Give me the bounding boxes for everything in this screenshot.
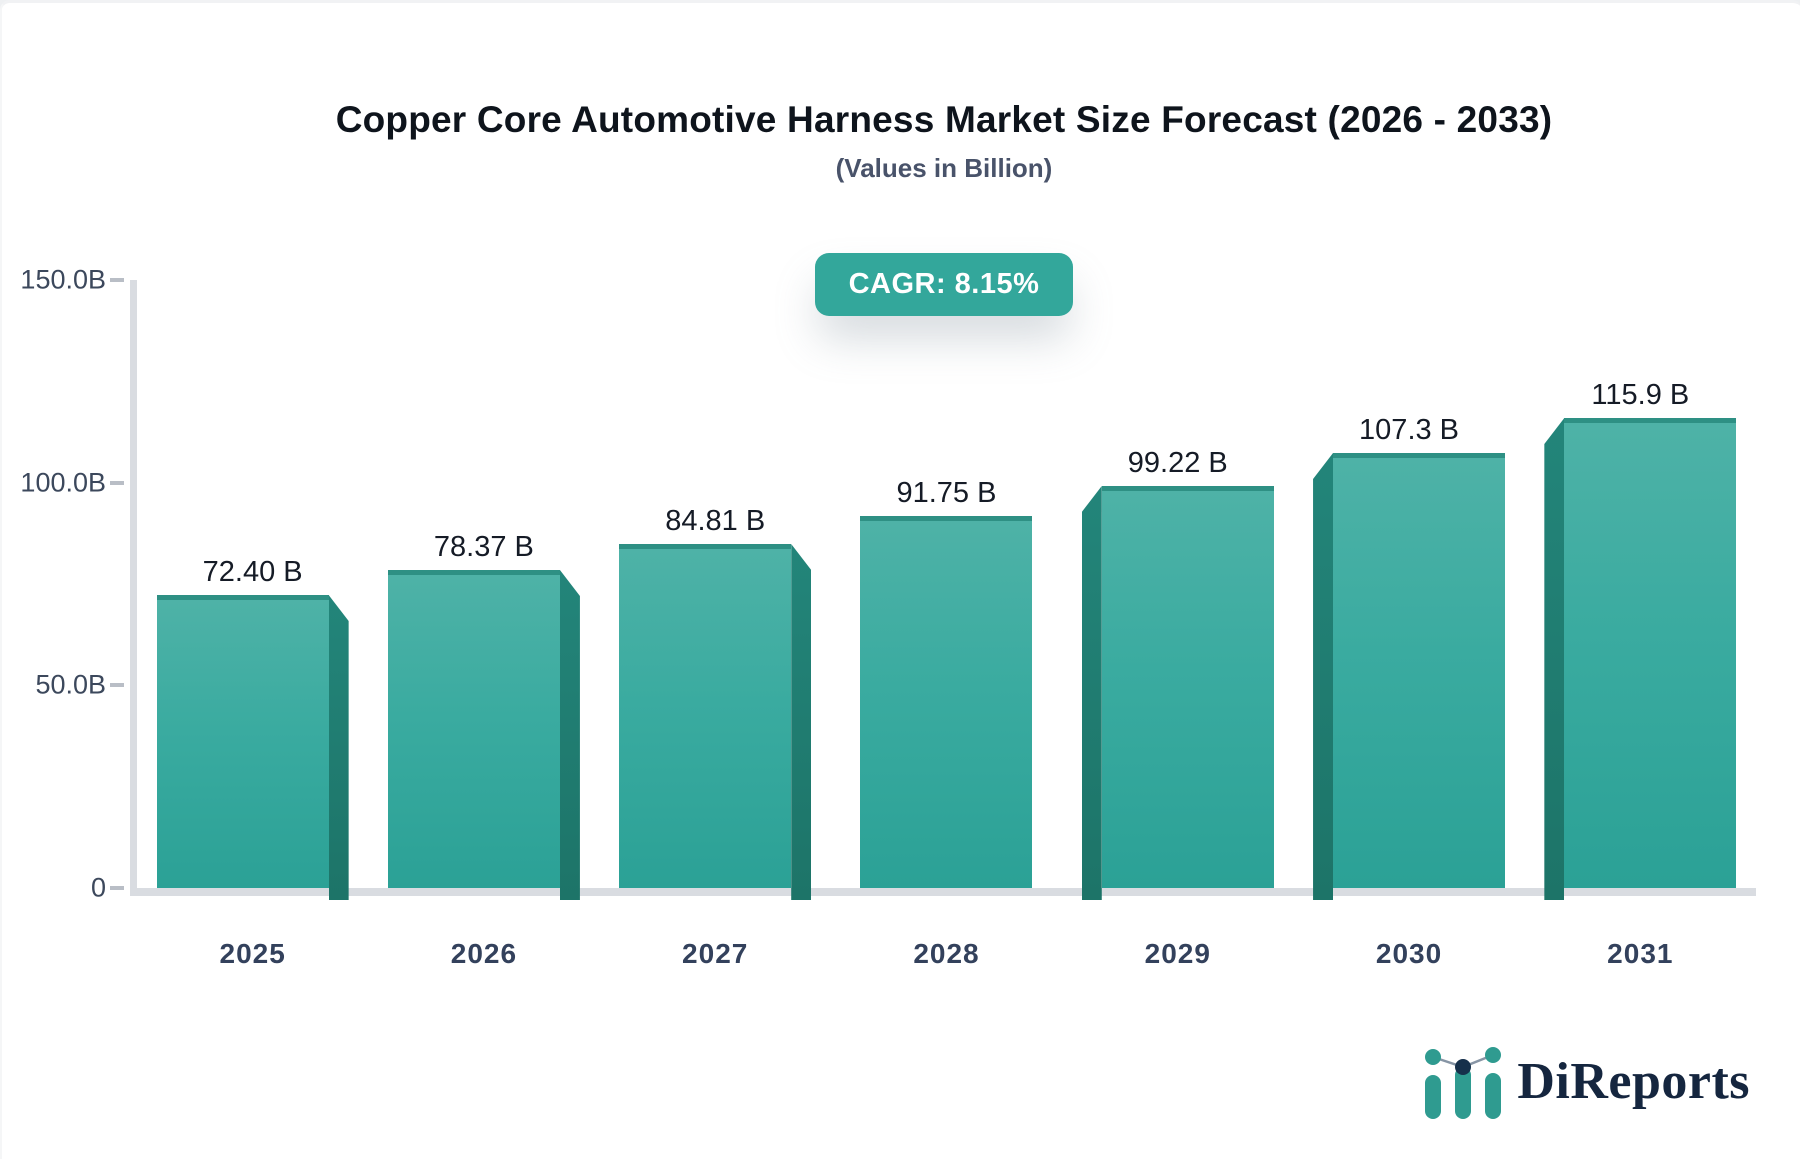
bar[interactable] xyxy=(156,595,349,900)
x-axis-label: 2028 xyxy=(913,938,980,969)
bar-face xyxy=(156,595,329,888)
bar-column: 78.37 B 2026 xyxy=(368,280,599,969)
x-axis-label: 2030 xyxy=(1375,938,1443,969)
x-axis-label: 2031 xyxy=(1607,938,1674,969)
bar-value-label: 78.37 B xyxy=(433,531,534,563)
x-axis-label: 2025 xyxy=(219,938,286,969)
y-axis-tick-label: 100.0B xyxy=(20,467,106,498)
cagr-badge: CAGR: 8.15% xyxy=(814,253,1074,316)
x-axis-label: 2027 xyxy=(682,938,749,969)
bar-face xyxy=(1333,453,1506,888)
bar-face xyxy=(387,570,560,888)
bar-value-label: 99.22 B xyxy=(1127,447,1228,479)
bar[interactable] xyxy=(619,544,812,900)
bar[interactable] xyxy=(1081,486,1274,900)
bar[interactable] xyxy=(1313,453,1506,900)
bar-face xyxy=(619,544,792,888)
bar-column: 99.22 B 2029 xyxy=(1062,280,1293,969)
x-axis-line xyxy=(130,888,1756,896)
bar-column: 91.75 B 2028 xyxy=(831,280,1062,969)
x-axis-label: 2026 xyxy=(450,938,518,969)
bar-face xyxy=(1101,486,1274,888)
bar-face xyxy=(1564,418,1737,888)
chart-subtitle: (Values in Billion) xyxy=(835,153,1053,183)
y-axis-tick-label: 50.0B xyxy=(35,669,106,700)
x-axis-label: 2029 xyxy=(1144,938,1211,969)
bar[interactable] xyxy=(387,570,580,900)
bar-3d-side xyxy=(791,544,812,900)
bar-value-label: 84.81 B xyxy=(665,505,766,537)
bar-value-label: 115.9 B xyxy=(1591,379,1690,411)
bar-3d-side xyxy=(328,595,349,900)
y-axis-line xyxy=(130,280,137,896)
chart-title: Copper Core Automotive Harness Market Si… xyxy=(335,99,1553,140)
bar-value-label: 72.40 B xyxy=(202,556,303,588)
bar-column: 84.81 B 2027 xyxy=(600,280,831,969)
bar-value-label: 91.75 B xyxy=(896,477,997,509)
y-axis-tick-mark xyxy=(110,886,124,890)
bars-container: 72.40 B 2025 78.37 B 2026 84.81 B 2027 91.75 B… xyxy=(137,280,1756,969)
y-axis-tick-label: 150.0B xyxy=(20,264,106,295)
cagr-badge-row: CAGR: 8.15% xyxy=(132,253,1756,316)
bar[interactable] xyxy=(860,516,1033,888)
bar-value-label: 107.3 B xyxy=(1359,414,1460,446)
y-axis-tick-mark xyxy=(110,480,124,485)
bar-3d-side xyxy=(1313,453,1334,900)
bar[interactable] xyxy=(1544,418,1737,900)
bar-column: 115.9 B 2031 xyxy=(1525,280,1756,969)
mini-bar-chart-icon xyxy=(1425,1047,1502,1119)
bar-3d-side xyxy=(1081,486,1102,900)
bar-3d-side xyxy=(559,570,580,900)
y-axis-tick-mark xyxy=(110,278,124,282)
plot-area: 150.0B 100.0B 50.0B 0 72.40 B 2025 78.37 B 202… xyxy=(2,265,1800,969)
y-axis-tick-mark xyxy=(110,683,124,688)
bar-column: 107.3 B 2030 xyxy=(1293,280,1524,969)
bar-column: 72.40 B 2025 xyxy=(137,280,368,969)
brand-logo-text: DiReports xyxy=(1517,1052,1750,1110)
bar-3d-side xyxy=(1544,418,1565,900)
brand-logo: DiReports xyxy=(1421,1041,1750,1121)
bar-face xyxy=(860,516,1033,888)
y-axis-tick-label: 0 xyxy=(90,872,106,903)
